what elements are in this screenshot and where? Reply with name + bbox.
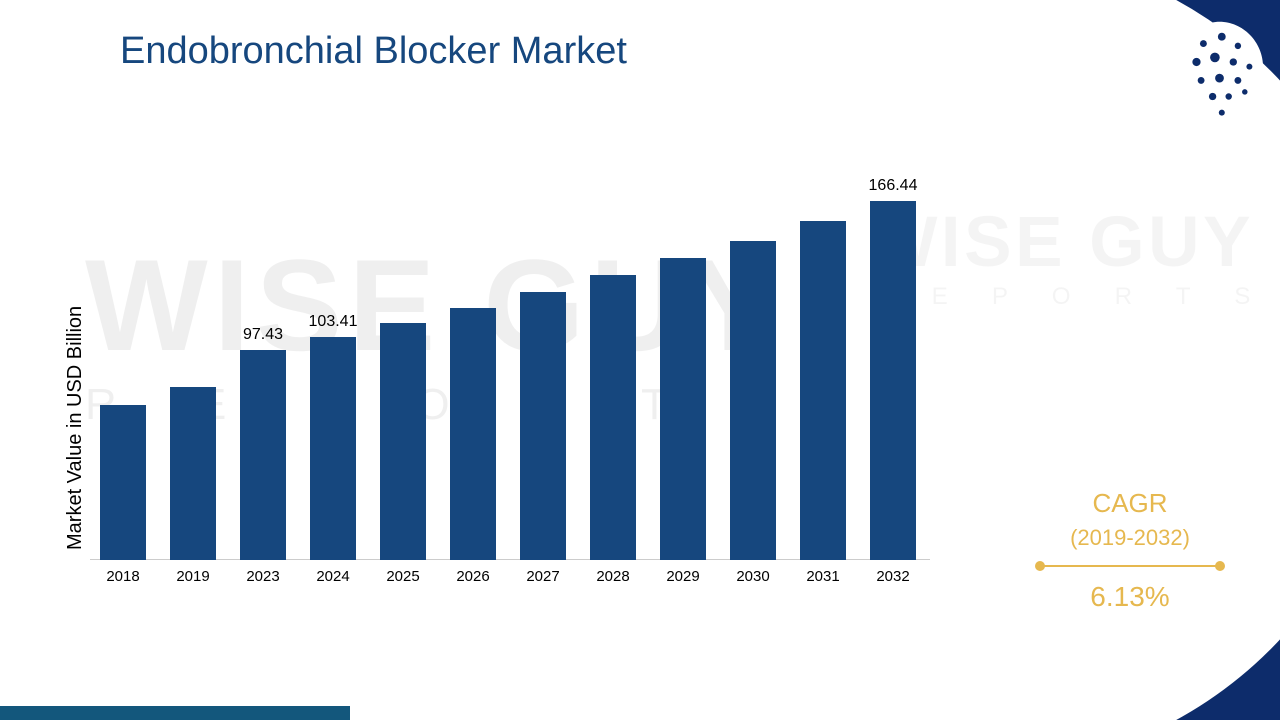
x-tick-label: 2030 (736, 568, 769, 585)
x-tick-label: 2028 (596, 568, 629, 585)
brand-logo: WISE GUY REPORTS (1000, 34, 1176, 87)
x-tick-label: 2023 (246, 568, 279, 585)
head-icon (1162, 16, 1277, 131)
x-tick-label: 2024 (316, 568, 349, 585)
cagr-range: (2019-2032) (1020, 525, 1240, 551)
bar-2027 (520, 292, 566, 560)
bar-2026 (450, 308, 496, 560)
cagr-value: 6.13% (1020, 581, 1240, 613)
bar-2025 (380, 323, 426, 560)
bar-value-label: 97.43 (243, 326, 283, 344)
x-tick-label: 2027 (526, 568, 559, 585)
x-tick-label: 2032 (876, 568, 909, 585)
x-tick-label: 2019 (176, 568, 209, 585)
cagr-dot-left (1035, 561, 1045, 571)
bar-2029 (660, 258, 706, 560)
bar-2028 (590, 275, 636, 560)
x-tick-label: 2025 (386, 568, 419, 585)
y-axis-label: Market Value in USD Billion (64, 306, 87, 550)
cagr-dot-right (1215, 561, 1225, 571)
bar-2031 (800, 221, 846, 560)
bar-chart: 2018201997.432023103.4120242025202620272… (90, 150, 930, 560)
x-tick-label: 2029 (666, 568, 699, 585)
bar-value-label: 166.44 (869, 177, 918, 195)
bar-2024 (310, 337, 356, 560)
market-infographic: WISE GUY R E P O R T S WISE GUY R E P O … (0, 0, 1280, 720)
bar-2032 (870, 201, 916, 560)
bar-2018 (100, 405, 146, 560)
x-tick-label: 2031 (806, 568, 839, 585)
x-tick-label: 2026 (456, 568, 489, 585)
cagr-block: CAGR (2019-2032) 6.13% (1020, 488, 1240, 613)
cagr-label: CAGR (1020, 488, 1240, 519)
x-tick-label: 2018 (106, 568, 139, 585)
logo-text-main: WISE GUY (1000, 34, 1176, 66)
bar-2019 (170, 387, 216, 560)
cagr-divider (1040, 565, 1220, 567)
bottom-accent-bar (0, 706, 350, 720)
logo-text-sub: REPORTS (1000, 70, 1176, 87)
chart-title: Endobronchial Blocker Market (120, 30, 627, 73)
bar-2023 (240, 350, 286, 560)
bar-value-label: 103.41 (309, 313, 358, 331)
bar-2030 (730, 241, 776, 560)
